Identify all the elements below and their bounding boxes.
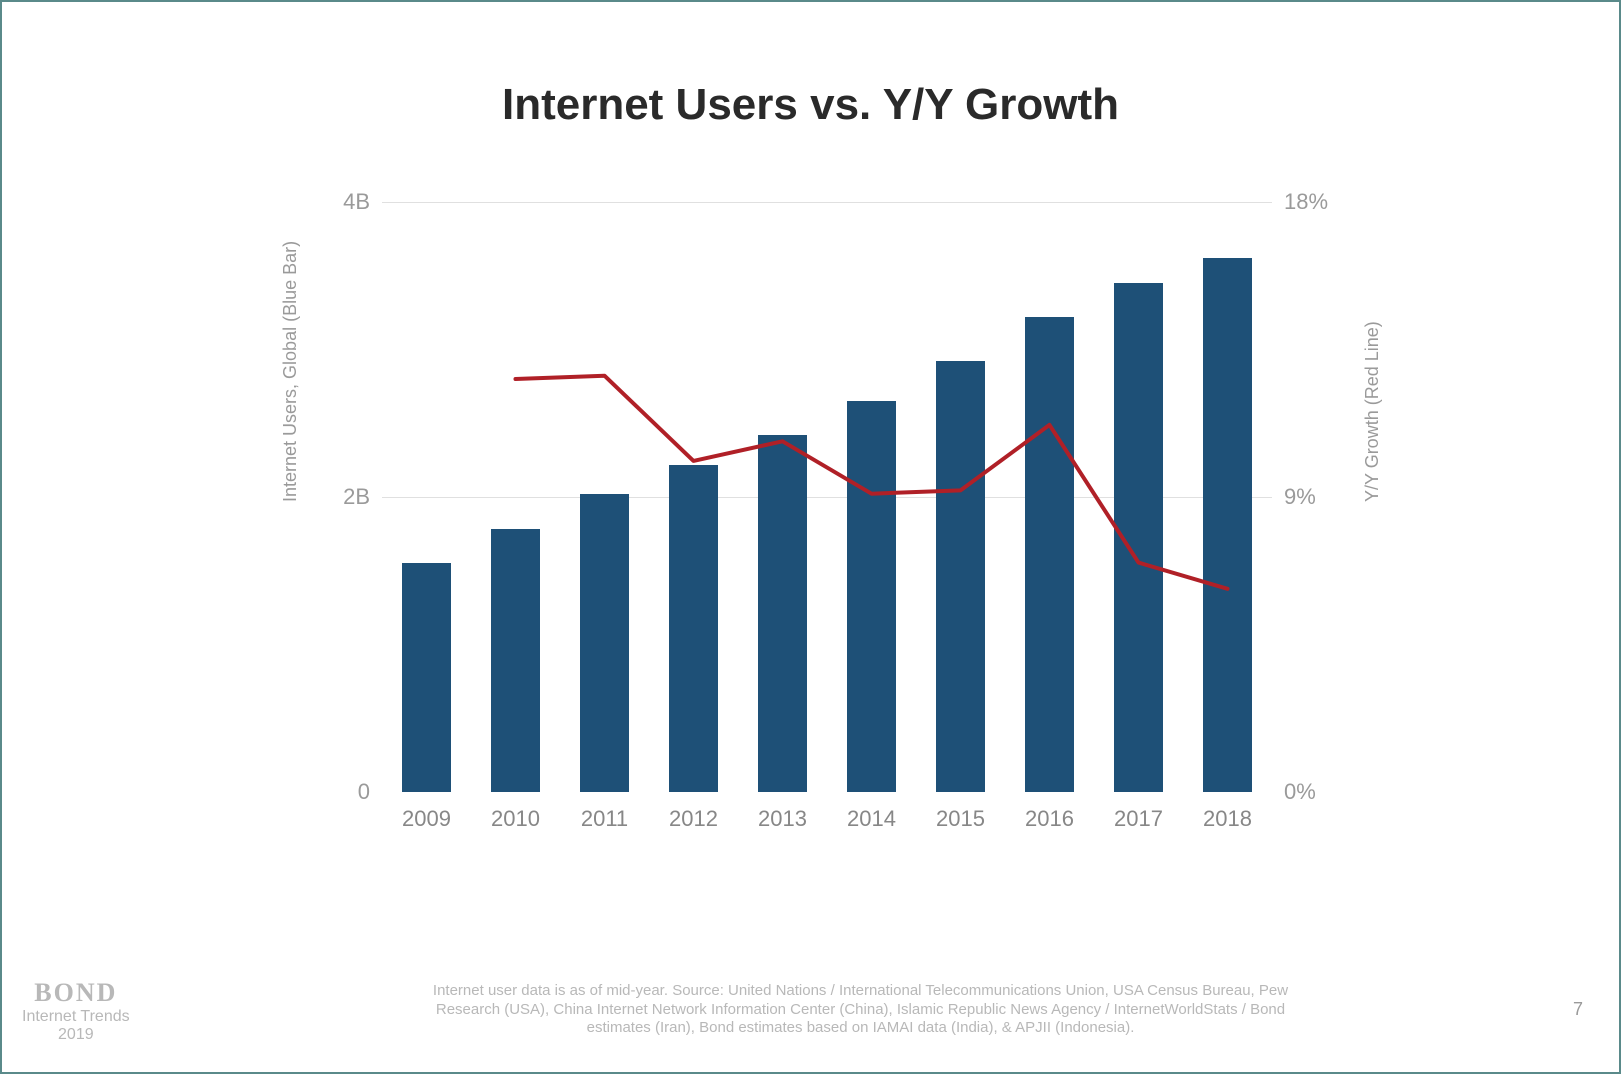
y-left-tick: 0 bbox=[310, 779, 370, 805]
slide-footer: BOND Internet Trends 2019 Internet user … bbox=[2, 974, 1619, 1044]
growth-line bbox=[382, 202, 1272, 792]
x-tick: 2016 bbox=[1010, 806, 1090, 832]
y-left-tick: 4B bbox=[310, 189, 370, 215]
y-left-tick: 2B bbox=[310, 484, 370, 510]
x-tick: 2017 bbox=[1099, 806, 1179, 832]
x-tick: 2018 bbox=[1188, 806, 1268, 832]
y-axis-left-label: Internet Users, Global (Blue Bar) bbox=[280, 241, 301, 502]
brand-subtitle: Internet Trends bbox=[22, 1008, 130, 1026]
y-right-tick: 18% bbox=[1284, 189, 1354, 215]
brand-year: 2019 bbox=[22, 1026, 130, 1044]
y-right-tick: 0% bbox=[1284, 779, 1354, 805]
y-axis-right-label: Y/Y Growth (Red Line) bbox=[1362, 321, 1383, 502]
footer-source-text: Internet user data is as of mid-year. So… bbox=[402, 982, 1319, 1038]
x-tick: 2014 bbox=[832, 806, 912, 832]
chart-plot-area: 02B4B0%9%18%2009201020112012201320142015… bbox=[382, 202, 1272, 792]
x-tick: 2010 bbox=[476, 806, 556, 832]
chart-title: Internet Users vs. Y/Y Growth bbox=[2, 80, 1619, 130]
footer-brand: BOND Internet Trends 2019 bbox=[22, 978, 130, 1044]
x-tick: 2013 bbox=[743, 806, 823, 832]
brand-name: BOND bbox=[22, 978, 130, 1008]
y-right-tick: 9% bbox=[1284, 484, 1354, 510]
x-tick: 2009 bbox=[387, 806, 467, 832]
x-tick: 2012 bbox=[654, 806, 734, 832]
x-tick: 2011 bbox=[565, 806, 645, 832]
x-tick: 2015 bbox=[921, 806, 1001, 832]
page-number: 7 bbox=[1573, 999, 1583, 1020]
slide-container: Internet Users vs. Y/Y Growth Internet U… bbox=[0, 0, 1621, 1074]
